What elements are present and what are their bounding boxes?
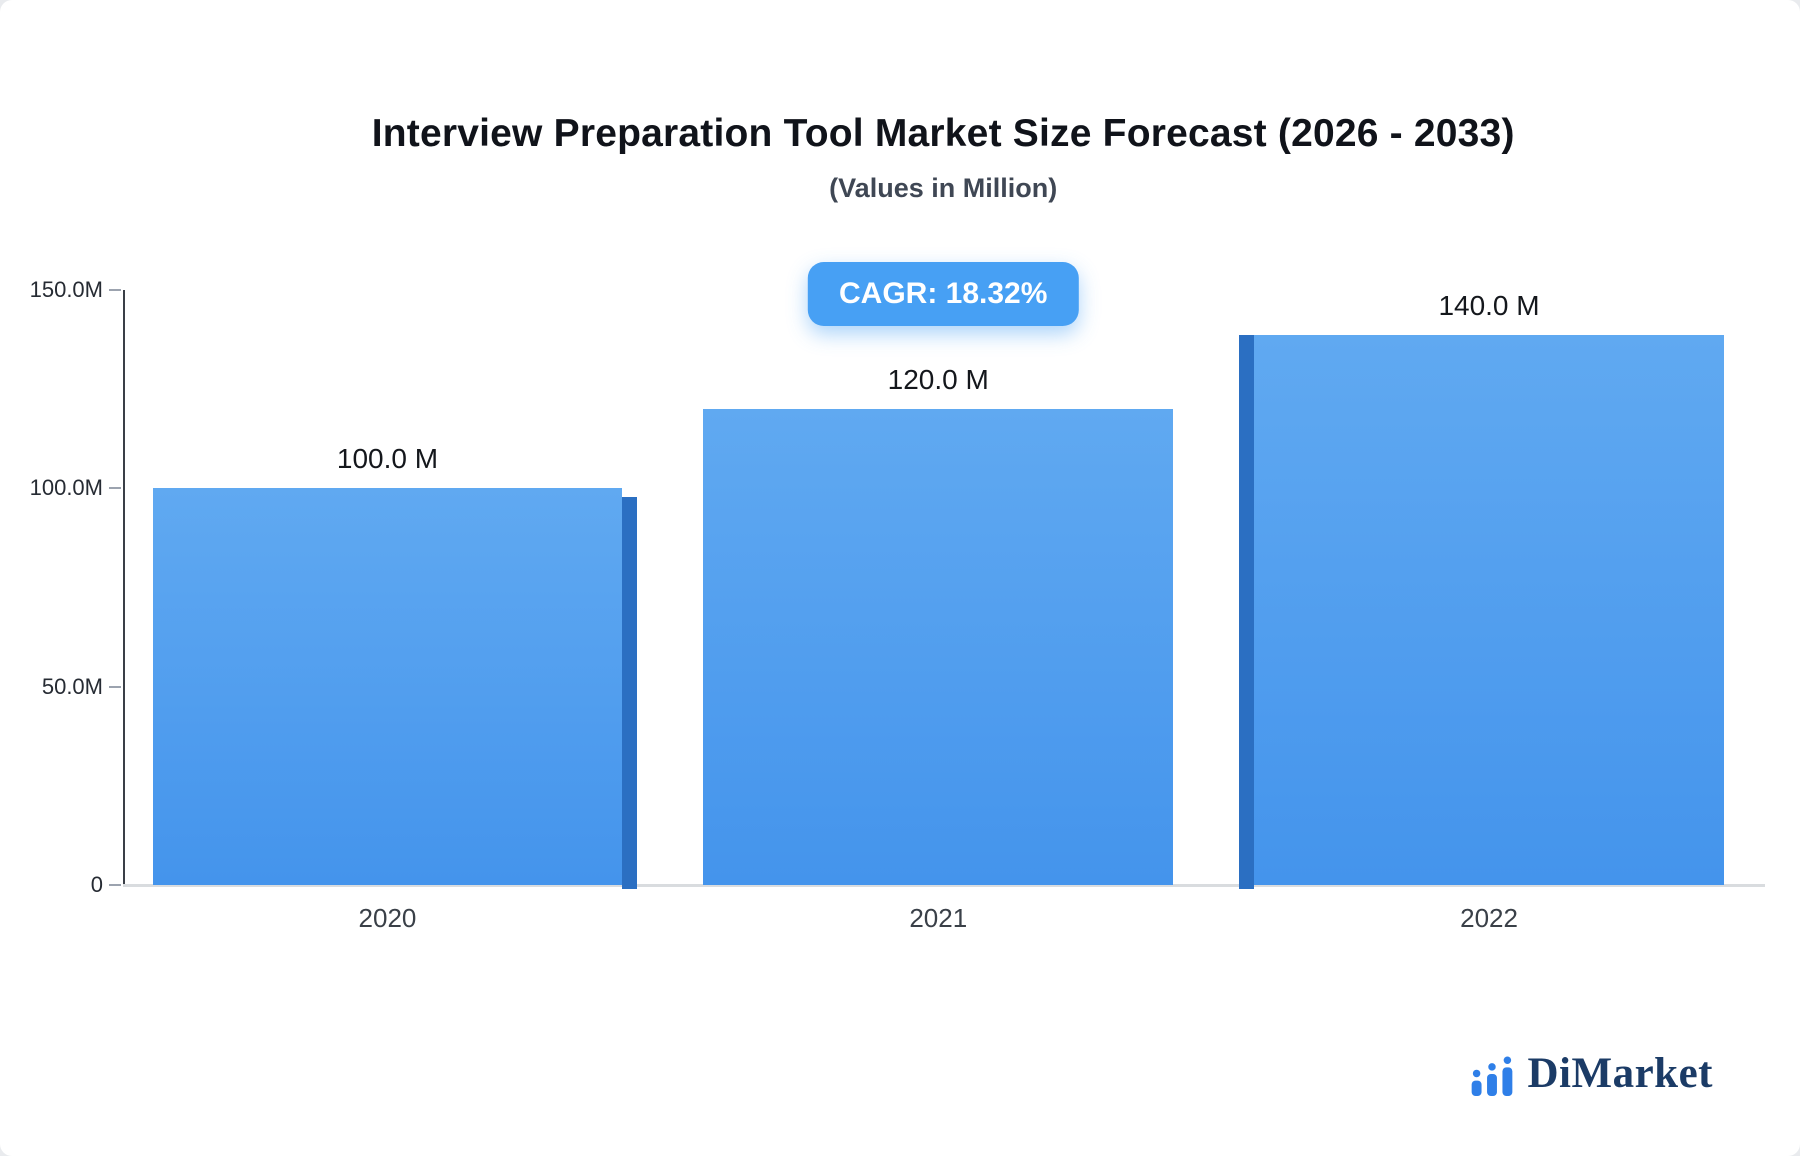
bar-3d-edge bbox=[622, 497, 638, 889]
bar-column-2021: 120.0 M 2021 bbox=[703, 290, 1174, 933]
y-axis-tick bbox=[109, 289, 121, 291]
logo-text: DiMarket bbox=[1527, 1050, 1713, 1097]
y-axis-tick bbox=[109, 487, 121, 490]
bar-2022 bbox=[1239, 335, 1724, 889]
y-axis-label: 0 bbox=[90, 872, 103, 897]
bar-column-2022: 140.0 M 2022 bbox=[1239, 290, 1724, 933]
chart-subtitle: (Values in Million) bbox=[829, 173, 1058, 203]
bar-chart-icon bbox=[1471, 1056, 1512, 1096]
bar-3d-edge bbox=[1239, 335, 1255, 889]
dimarket-logo: DiMarket bbox=[1469, 1049, 1714, 1098]
y-axis: 150.0M 100.0M 50.0M 0 bbox=[0, 277, 103, 897]
x-axis-label-2021: 2021 bbox=[909, 903, 968, 933]
y-axis-label: 50.0M bbox=[41, 673, 103, 699]
bar-value-label: 120.0 M bbox=[887, 364, 989, 395]
x-axis-label-2020: 2020 bbox=[358, 903, 417, 933]
y-axis-line bbox=[123, 290, 125, 885]
cagr-badge-label: CAGR: 18.32% bbox=[838, 277, 1048, 310]
cagr-badge: CAGR: 18.32% bbox=[807, 262, 1079, 326]
bar-column-2020: 100.0 M 2020 bbox=[152, 290, 638, 933]
y-axis-tick bbox=[109, 884, 121, 886]
chart-title: Interview Preparation Tool Market Size F… bbox=[371, 112, 1515, 155]
bar-group: 100.0 M 2020 120.0 M 2021 140.0 M 2022 bbox=[123, 290, 1765, 933]
plot-area: 150.0M 100.0M 50.0M 0 100.0 M 2020 120.0 M 202… bbox=[30, 277, 1765, 933]
y-axis-tick bbox=[109, 685, 121, 688]
x-axis-line bbox=[123, 884, 1765, 887]
bar-2020 bbox=[152, 488, 638, 889]
y-axis-label: 150.0M bbox=[29, 277, 103, 302]
bar-value-label: 100.0 M bbox=[336, 443, 439, 475]
x-axis-label-2022: 2022 bbox=[1460, 903, 1518, 933]
bar-2021 bbox=[703, 409, 1174, 885]
y-axis-label: 100.0M bbox=[29, 475, 103, 501]
bar-value-label: 140.0 M bbox=[1438, 290, 1540, 321]
